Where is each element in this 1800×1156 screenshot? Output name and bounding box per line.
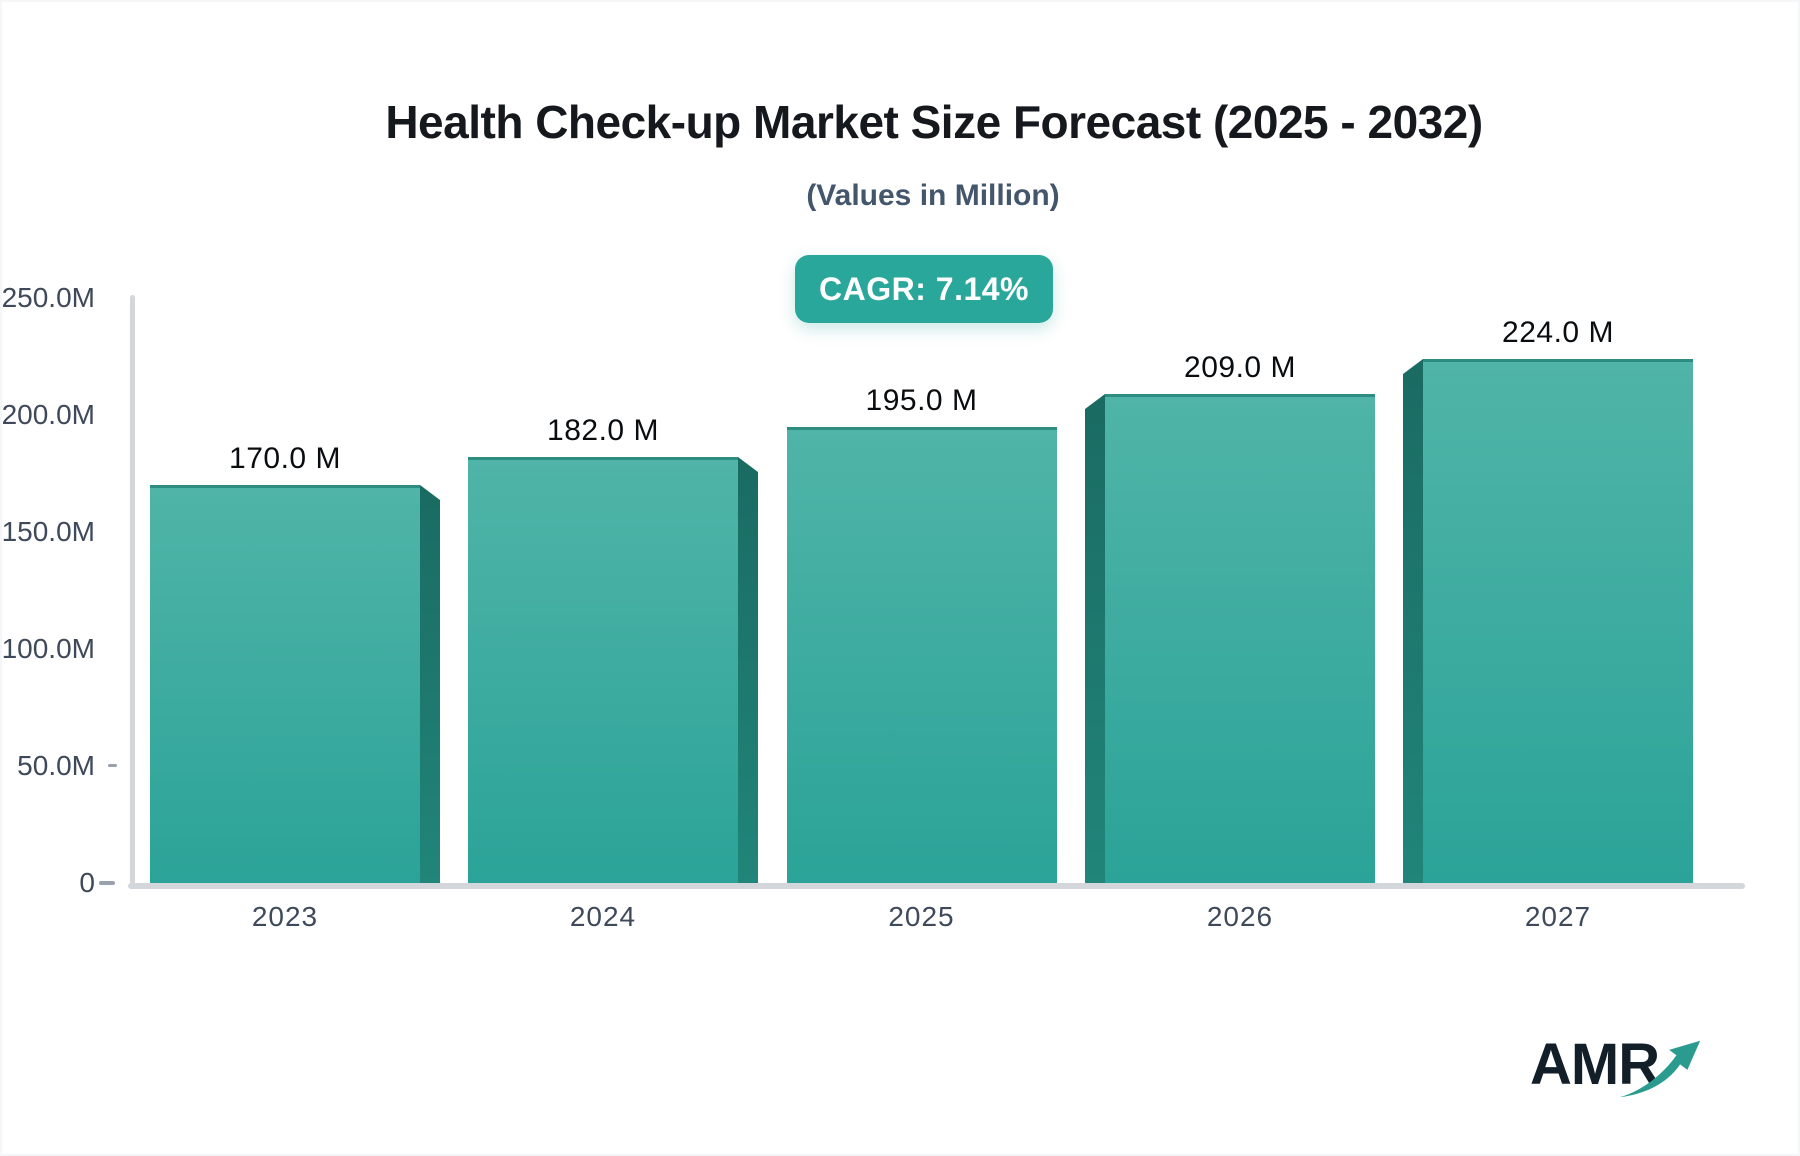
x-axis-line [128,883,1745,889]
bar-2023 [150,485,420,883]
y-axis-label-200.0M: 200.0M [1,399,95,430]
bar-value-label-2026: 209.0 M [1184,351,1296,384]
chart-subtitle: (Values in Million) [806,179,1060,212]
x-axis-label-2026: 2026 [1206,901,1274,932]
y-axis-line [130,295,135,889]
bar-2025 [786,427,1057,883]
y-axis-label-50.0M: 50.0M [17,750,95,781]
bar-side-face-2027 [1403,359,1423,883]
bar-value-label-2023: 170.0 M [229,442,341,475]
bar-side-face-2024 [738,457,758,883]
bar-value-label-2027: 224.0 M [1502,316,1614,349]
bar-side-face-2023 [420,485,440,883]
amr-logo: AMR [1530,1035,1720,1115]
x-axis-label-2025: 2025 [888,901,955,932]
y-axis-label-150.0M: 150.0M [1,516,95,547]
x-axis-label-2024: 2024 [569,901,637,932]
cagr-badge: CAGR: 7.14% [795,255,1053,323]
bar-2026 [1105,394,1375,883]
bar-2027 [1423,359,1693,883]
y-axis-label-0: 0 [79,867,95,898]
chart-title: Health Check-up Market Size Forecast (20… [385,96,1483,148]
amr-logo-text: AMR [1530,1032,1660,1097]
x-axis-label-2023: 2023 [251,901,319,932]
y-axis-tick-mark [99,881,115,885]
bar-2024 [468,457,738,883]
bar-side-face-2026 [1085,394,1105,883]
growth-arrow-icon [1619,1040,1701,1098]
bar-value-label-2024: 182.0 M [547,414,659,447]
y-axis-label-250.0M: 250.0M [1,282,95,313]
cagr-badge-label: CAGR: 7.14% [819,270,1029,307]
x-axis-label-2027: 2027 [1524,901,1592,932]
y-axis-label-100.0M: 100.0M [1,633,95,664]
y-axis-tick-mark [108,764,117,767]
bar-value-label-2025: 195.0 M [865,384,978,417]
